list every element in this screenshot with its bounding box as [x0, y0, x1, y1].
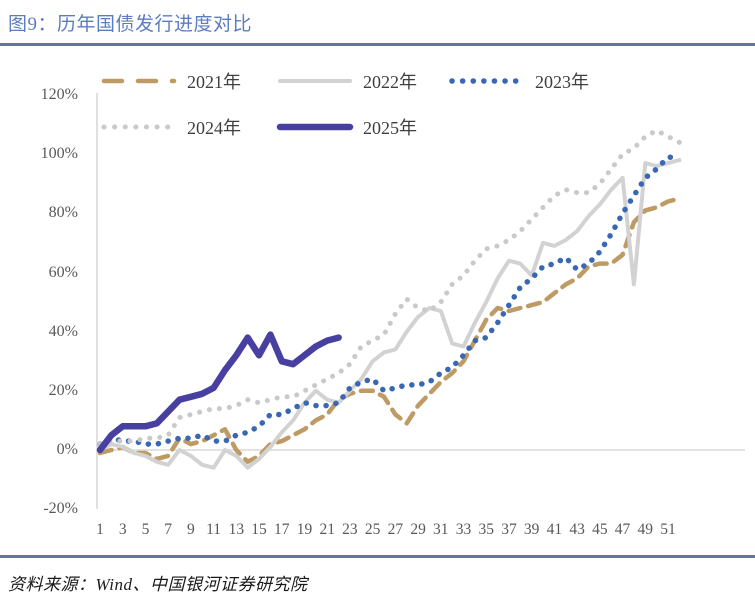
- legend-item-2024年: 2024年: [100, 113, 241, 141]
- legend-swatch-dotted-line: [101, 124, 177, 130]
- y-tick-label-40%: 40%: [48, 322, 78, 340]
- x-tick-label-25: 25: [364, 521, 381, 538]
- series-line-2022年: [98, 158, 682, 470]
- x-tick-label-37: 37: [501, 521, 517, 538]
- plot-svg: [96, 93, 745, 509]
- x-tick-label-21: 21: [319, 521, 335, 538]
- x-tick-label-3: 3: [118, 521, 127, 538]
- y-tick-label-60%: 60%: [48, 263, 78, 281]
- x-tick-label-29: 29: [410, 521, 426, 538]
- legend-swatch-dotted-line: [449, 78, 525, 84]
- legend-swatch-solid-line: [278, 79, 352, 83]
- figure-title: 图9：历年国债发行进度对比: [8, 14, 253, 35]
- legend-label-2021年: 2021年: [187, 72, 241, 92]
- y-tick-label-80%: 80%: [48, 204, 78, 222]
- x-tick-label-13: 13: [228, 521, 245, 538]
- x-tick-label-33: 33: [455, 521, 472, 538]
- legend-label-2024年: 2024年: [187, 118, 241, 138]
- legend-swatch-solid-line: [276, 123, 354, 131]
- legend-swatch-dashed-line: [101, 78, 177, 84]
- source-note: 资料来源：Wind、中国银河证券研究院: [8, 575, 308, 594]
- x-tick-label-49: 49: [637, 521, 654, 538]
- legend-item-2022年: 2022年: [276, 67, 417, 95]
- y-tick-label-120%: 120%: [40, 86, 78, 104]
- x-tick-label-51: 51: [660, 521, 676, 538]
- legend-item-2023年: 2023年: [448, 67, 589, 95]
- x-tick-label-45: 45: [592, 521, 608, 538]
- y-tick-label-100%: 100%: [40, 145, 78, 163]
- x-tick-label-31: 31: [433, 521, 449, 538]
- legend-item-2025年: 2025年: [276, 113, 417, 141]
- x-tick-label-7: 7: [164, 521, 173, 538]
- x-tick-label-9: 9: [187, 521, 195, 538]
- x-tick-label-41: 41: [546, 521, 563, 538]
- x-tick-label-17: 17: [274, 521, 290, 538]
- y-tick-label-0%: 0%: [56, 441, 78, 458]
- x-tick-label-1: 1: [96, 521, 104, 538]
- x-tick-label-39: 39: [523, 521, 540, 538]
- bottom-divider: [0, 555, 755, 558]
- legend-label-2022年: 2022年: [363, 72, 417, 92]
- series-line-2021年: [97, 196, 682, 465]
- y-tick-label-20%: 20%: [48, 381, 78, 399]
- x-tick-label-35: 35: [478, 521, 494, 538]
- x-tick-label-15: 15: [251, 521, 267, 538]
- legend-label-2023年: 2023年: [535, 72, 589, 92]
- y-tick-label--20%: -20%: [43, 500, 78, 518]
- series-line-2024年: [97, 128, 682, 447]
- x-tick-label-43: 43: [569, 521, 585, 538]
- legend-item-2021年: 2021年: [100, 67, 241, 95]
- x-tick-label-11: 11: [206, 521, 222, 538]
- x-tick-label-19: 19: [296, 521, 313, 538]
- legend-label-2025年: 2025年: [363, 118, 417, 138]
- x-tick-label-47: 47: [614, 521, 631, 538]
- chart-area: 120% 100% 80% 60% 40% 20% 0% -20% 1 3 5 7 9 11 13 15 17…: [40, 67, 745, 538]
- x-tick-label-23: 23: [342, 521, 358, 538]
- series-line-2023年: [97, 154, 683, 447]
- x-tick-label-27: 27: [387, 521, 404, 538]
- x-tick-label-5: 5: [141, 521, 150, 538]
- series-line-2025年: [96, 331, 342, 454]
- top-divider: [0, 43, 755, 46]
